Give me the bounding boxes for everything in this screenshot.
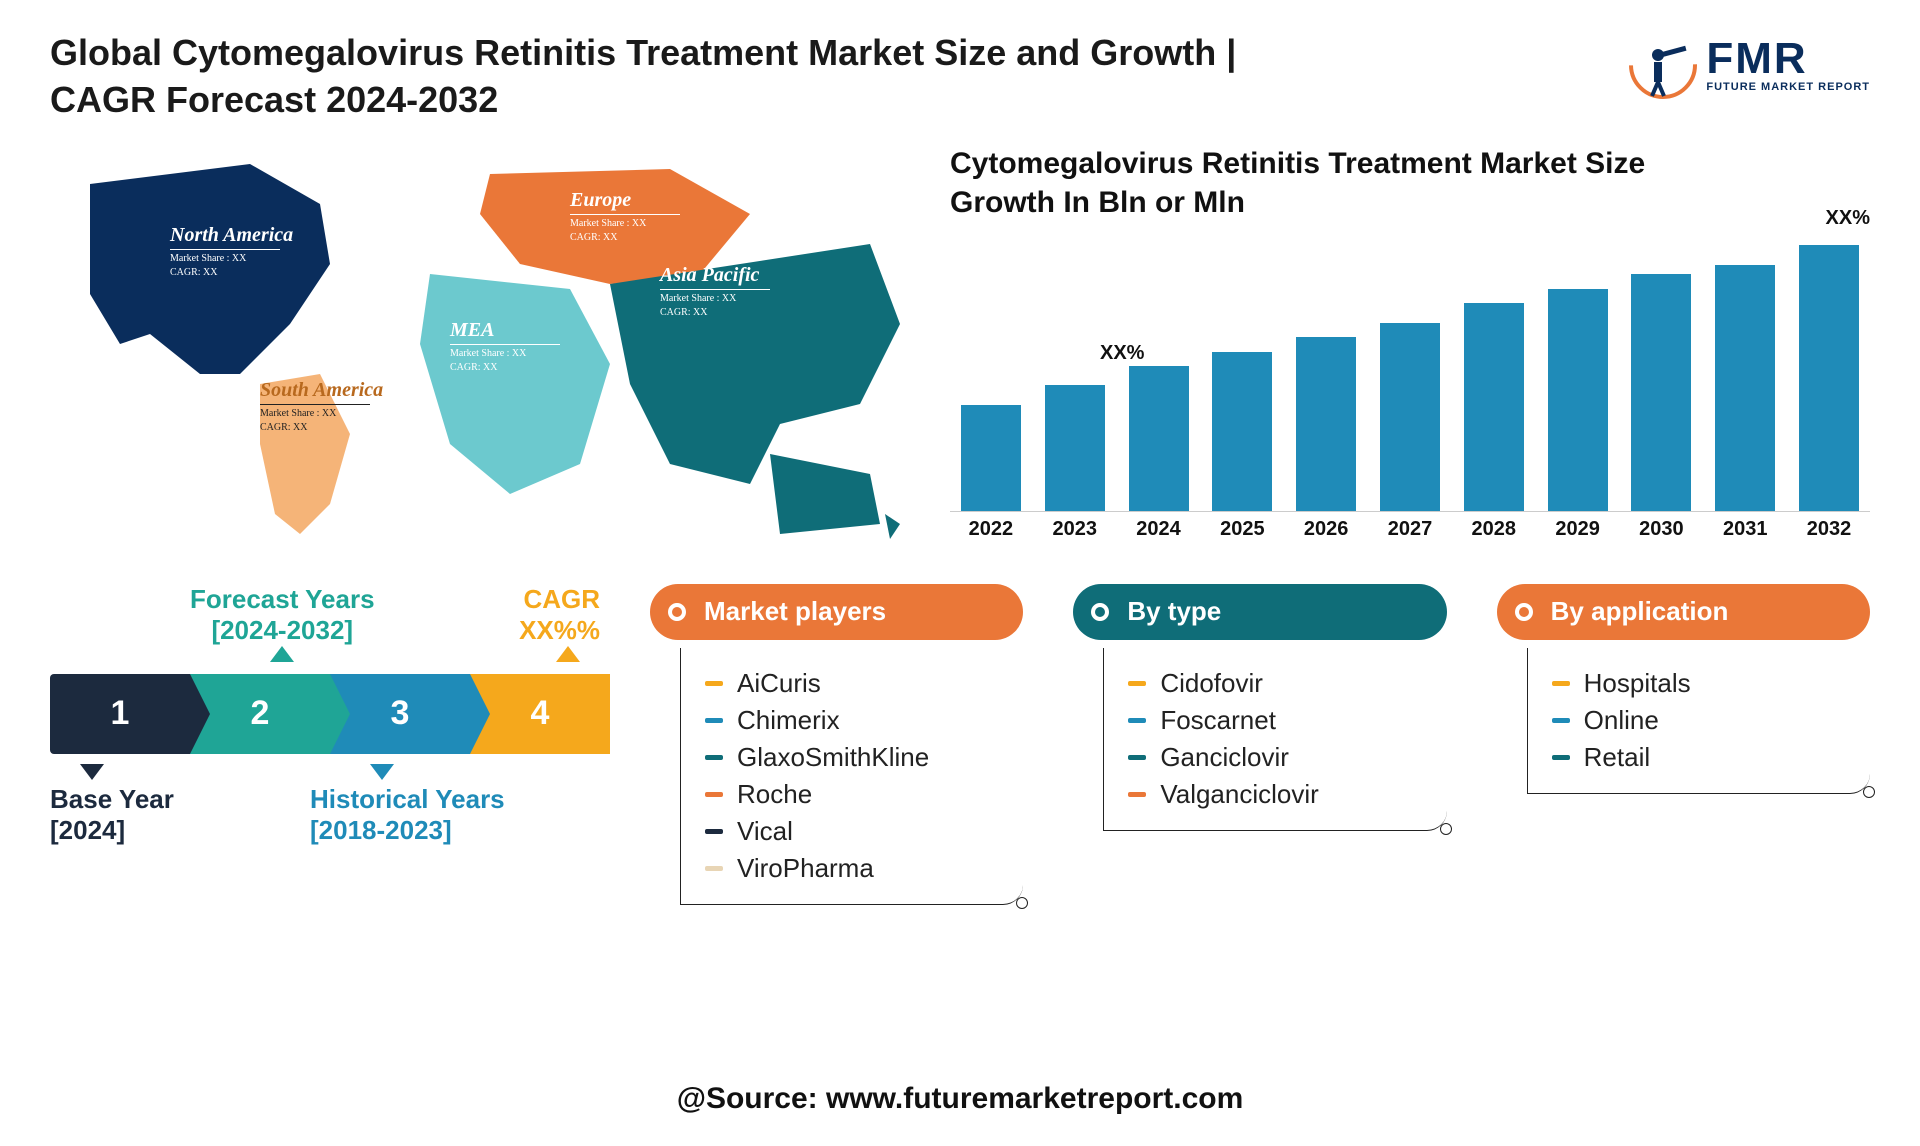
seg-item: Online	[1552, 705, 1870, 736]
chart-title: Cytomegalovirus Retinitis Treatment Mark…	[950, 144, 1670, 222]
world-map: North America Market Share : XX CAGR: XX…	[50, 144, 920, 544]
application-pill: By application	[1497, 584, 1870, 640]
seg-item: Roche	[705, 779, 1023, 810]
tl-seg-2: 2	[190, 674, 330, 754]
bar-2029	[1542, 289, 1614, 511]
bar-2028	[1458, 303, 1530, 510]
hist-range: [2018-2023]	[310, 815, 505, 846]
xlabel-2023: 2023	[1052, 518, 1097, 541]
base-range: [2024]	[50, 815, 174, 846]
growth-bar-chart: Cytomegalovirus Retinitis Treatment Mark…	[950, 144, 1870, 544]
bar-xaxis: 2022 2023 2024 2025 2026 2027 2028 2029 2030 2031…	[950, 512, 1870, 541]
xlabel-2026: 2026	[1304, 518, 1349, 541]
bar-2032	[1793, 245, 1865, 510]
bar-2022	[955, 405, 1027, 511]
page-title: Global Cytomegalovirus Retinitis Treatme…	[50, 30, 1350, 124]
forecast-range: [2024-2032]	[190, 615, 375, 646]
type-pill: By type	[1073, 584, 1446, 640]
region-ap: Asia Pacific Market Share : XX CAGR: XX	[660, 264, 770, 320]
application-list: Hospitals Online Retail	[1527, 648, 1870, 794]
xlabel-2029: 2029	[1555, 518, 1600, 541]
by-application-col: By application Hospitals Online Retail	[1497, 584, 1870, 905]
bar-area: XX%XX%	[950, 232, 1870, 512]
base-label: Base Year	[50, 784, 174, 815]
logo-subtext: FUTURE MARKET REPORT	[1706, 81, 1870, 93]
seg-item: Hospitals	[1552, 668, 1870, 699]
forecast-label: Forecast Years	[190, 584, 375, 615]
seg-item: Ganciclovir	[1128, 742, 1446, 773]
region-sa: South America Market Share : XX CAGR: XX	[260, 379, 383, 435]
players-pill: Market players	[650, 584, 1023, 640]
bar-2030	[1626, 274, 1698, 510]
bar-2026	[1290, 337, 1362, 511]
seg-item: GlaxoSmithKline	[705, 742, 1023, 773]
bar-2025	[1206, 352, 1278, 511]
region-mea: MEA Market Share : XX CAGR: XX	[450, 319, 560, 375]
cagr-label: CAGR	[519, 584, 600, 615]
bar-2031	[1709, 265, 1781, 511]
seg-item: Foscarnet	[1128, 705, 1446, 736]
cagr-value: XX%%	[519, 615, 600, 646]
xlabel-2028: 2028	[1472, 518, 1517, 541]
seg-item: AiCuris	[705, 668, 1023, 699]
source-line: @Source: www.futuremarketreport.com	[0, 1082, 1920, 1116]
market-players-col: Market players AiCuris Chimerix GlaxoSmith…	[650, 584, 1023, 905]
telescope-person-icon	[1628, 30, 1698, 100]
bar-2023	[1039, 385, 1111, 510]
header: Global Cytomegalovirus Retinitis Treatme…	[50, 30, 1870, 124]
xlabel-2032: 2032	[1807, 518, 1852, 541]
seg-item: Retail	[1552, 742, 1870, 773]
xlabel-2031: 2031	[1723, 518, 1768, 541]
seg-item: Cidofovir	[1128, 668, 1446, 699]
seg-item: Valganciclovir	[1128, 779, 1446, 810]
by-type-col: By type Cidofovir Foscarnet Ganciclovir Val…	[1073, 584, 1446, 905]
timeline-panel: Forecast Years [2024-2032] CAGR XX%% 123…	[50, 584, 610, 754]
region-eu: Europe Market Share : XX CAGR: XX	[570, 189, 680, 245]
annot-2024: XX%	[1100, 342, 1144, 365]
hist-label: Historical Years	[310, 784, 505, 815]
seg-item: Vical	[705, 816, 1023, 847]
xlabel-2024: 2024	[1136, 518, 1181, 541]
region-na: North America Market Share : XX CAGR: XX	[170, 224, 293, 280]
tl-seg-3: 3	[330, 674, 470, 754]
xlabel-2030: 2030	[1639, 518, 1684, 541]
segmentation-panel: Market players AiCuris Chimerix GlaxoSmith…	[650, 584, 1870, 905]
seg-item: ViroPharma	[705, 853, 1023, 884]
tl-seg-4: 4	[470, 674, 610, 754]
bar-2027	[1374, 323, 1446, 511]
type-list: Cidofovir Foscarnet Ganciclovir Valganciclo…	[1103, 648, 1446, 831]
timeline-segments: 1234	[50, 674, 610, 754]
xlabel-2022: 2022	[969, 518, 1014, 541]
tl-seg-1: 1	[50, 674, 190, 754]
seg-item: Chimerix	[705, 705, 1023, 736]
bar-2024	[1123, 366, 1195, 511]
logo: FMR FUTURE MARKET REPORT	[1628, 30, 1870, 100]
logo-text: FMR	[1706, 37, 1870, 81]
xlabel-2027: 2027	[1388, 518, 1433, 541]
annot-2032: XX%	[1826, 207, 1870, 230]
xlabel-2025: 2025	[1220, 518, 1265, 541]
players-list: AiCuris Chimerix GlaxoSmithKline Roche Vical…	[680, 648, 1023, 905]
